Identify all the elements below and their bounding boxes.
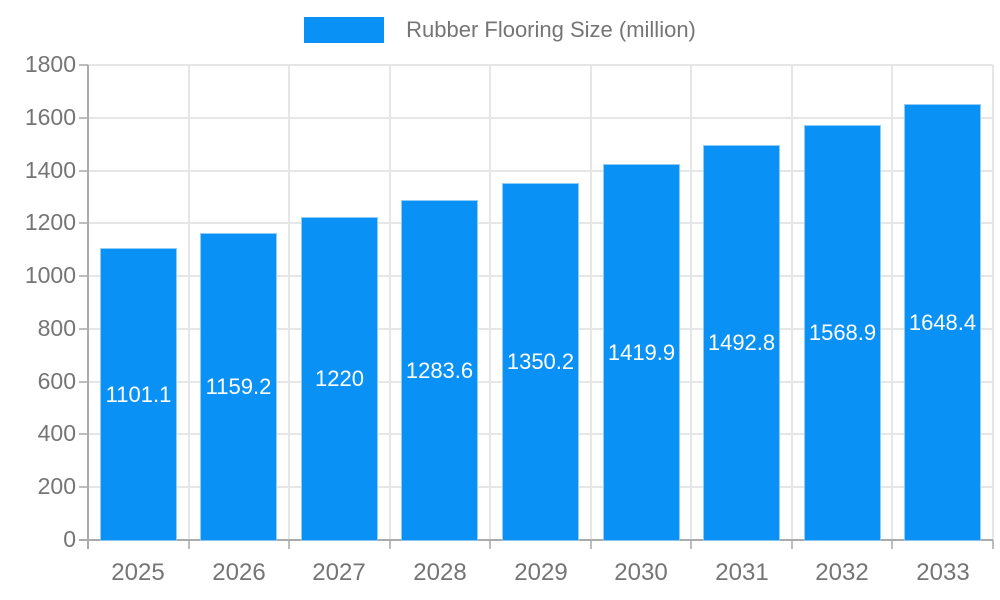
x-gridline (790, 65, 793, 540)
x-gridline (992, 65, 994, 540)
bar-value-label: 1419.9 (607, 339, 676, 365)
y-axis-tick-label: 400 (37, 420, 76, 447)
x-axis-tick-label: 2031 (715, 559, 769, 586)
y-tick-mark (79, 327, 88, 330)
x-axis-tick-label: 2027 (312, 559, 366, 586)
bar-2033[interactable]: 1648.4 (905, 105, 980, 540)
x-axis-tick-label: 2029 (514, 559, 568, 586)
x-tick-mark (589, 540, 592, 549)
x-tick-mark (489, 540, 492, 549)
y-axis-tick-label: 1200 (24, 209, 76, 236)
y-gridline (88, 169, 993, 172)
legend[interactable]: Rubber Flooring Size (million) (0, 14, 1000, 46)
bar-value-label: 1220 (315, 366, 364, 391)
y-tick-mark (79, 222, 88, 225)
y-axis-tick-label: 600 (37, 367, 76, 394)
x-tick-mark (992, 540, 994, 549)
y-axis-line (87, 65, 89, 549)
y-tick-mark (79, 433, 88, 436)
x-gridline (589, 65, 592, 540)
x-axis-tick-label: 2025 (111, 559, 165, 586)
y-axis-tick-label: 0 (63, 526, 76, 552)
y-gridline (88, 64, 993, 66)
x-tick-mark (690, 540, 693, 549)
x-tick-mark (187, 540, 190, 549)
x-tick-mark (388, 540, 391, 549)
bar-2025[interactable]: 1101.1 (101, 249, 176, 540)
x-axis-tick-label: 2030 (614, 559, 668, 586)
x-gridline (690, 65, 693, 540)
bar-2031[interactable]: 1492.8 (704, 146, 779, 540)
bar-value-label: 1648.4 (908, 309, 977, 335)
x-tick-mark (891, 540, 894, 549)
bar-2028[interactable]: 1283.6 (402, 201, 477, 540)
bar-value-label: 1283.6 (405, 357, 474, 383)
x-axis-tick-label: 2028 (413, 559, 467, 586)
y-tick-mark (79, 380, 88, 383)
x-axis-line (79, 539, 993, 541)
bar-value-label: 1568.9 (808, 320, 877, 345)
x-axis-tick-label: 2026 (212, 559, 266, 586)
bar-2032[interactable]: 1568.9 (805, 126, 880, 540)
bar-2029[interactable]: 1350.2 (503, 184, 578, 540)
bar-value-label: 1350.2 (506, 349, 575, 374)
y-tick-mark (79, 169, 88, 172)
bar-value-label: 1492.8 (707, 330, 776, 355)
x-tick-mark (790, 540, 793, 549)
y-tick-mark (79, 486, 88, 489)
legend-swatch (304, 17, 385, 43)
y-axis-tick-label: 1600 (24, 103, 76, 130)
y-axis-tick-label: 200 (37, 473, 76, 500)
x-axis-tick-label: 2033 (916, 559, 970, 586)
y-axis-tick-label: 1000 (24, 262, 76, 289)
y-tick-mark (79, 64, 88, 66)
y-tick-mark (79, 116, 88, 119)
y-axis-tick-label: 1800 (24, 51, 76, 77)
bar-2027[interactable]: 1220 (302, 218, 377, 540)
y-gridline (88, 116, 993, 119)
y-tick-mark (79, 275, 88, 278)
x-gridline (187, 65, 190, 540)
bar-value-label: 1101.1 (105, 381, 172, 407)
bar-value-label: 1159.2 (205, 374, 272, 399)
x-tick-mark (288, 540, 291, 549)
x-gridline (891, 65, 894, 540)
legend-label: Rubber Flooring Size (million) (406, 17, 696, 42)
x-gridline (388, 65, 391, 540)
bar-2026[interactable]: 1159.2 (201, 234, 276, 540)
x-gridline (489, 65, 492, 540)
y-axis-tick-label: 1400 (24, 156, 76, 183)
y-axis-tick-label: 800 (37, 314, 76, 341)
bar-2030[interactable]: 1419.9 (604, 165, 679, 540)
x-axis-tick-label: 2032 (815, 559, 869, 586)
x-gridline (288, 65, 291, 540)
